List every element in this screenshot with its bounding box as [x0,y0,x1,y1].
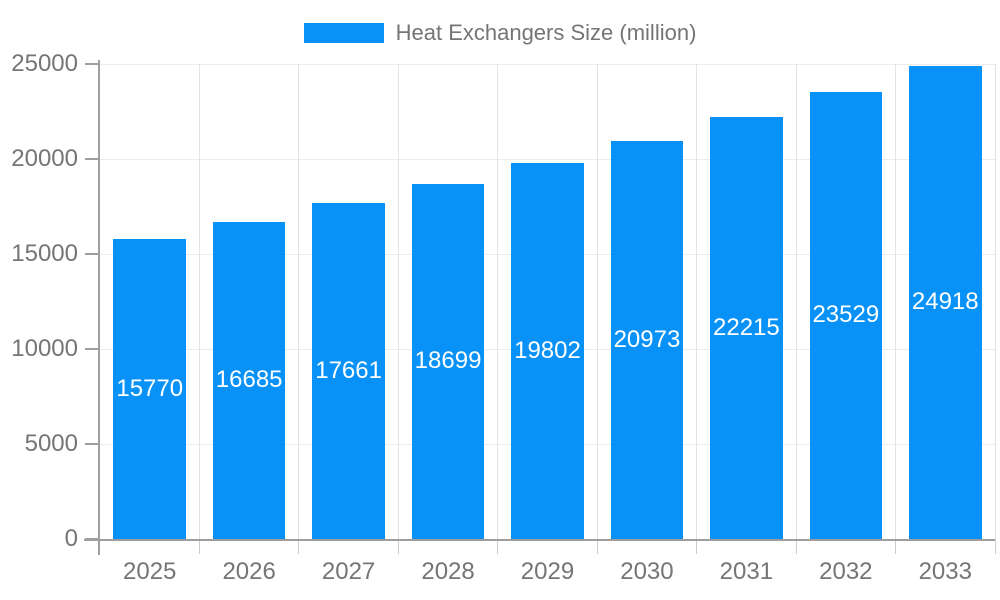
bar-2029: 19802 [511,162,584,539]
x-tick [198,539,200,554]
y-tick [85,348,100,350]
x-tick [696,539,698,554]
x-axis-label: 2028 [421,558,475,585]
legend-label: Heat Exchangers Size (million) [395,20,697,45]
bar-value-label: 19802 [514,336,581,364]
bar-2028: 18699 [411,183,485,539]
y-tick [85,443,100,445]
x-gridline [795,64,797,539]
bar-value-label: 22215 [713,313,780,341]
x-gridline [198,64,200,539]
x-axis-label: 2029 [520,558,575,585]
bar-2026: 16685 [212,221,286,539]
y-gridline [100,158,995,160]
x-gridline [994,64,996,539]
bar-2030: 20973 [610,140,684,539]
legend[interactable]: Heat Exchangers Size (million) [0,16,1000,50]
y-axis-line [98,60,100,555]
y-tick [85,158,100,160]
y-gridline [100,63,995,65]
x-tick [596,539,598,554]
x-tick [994,539,996,554]
y-axis-label: 0 [64,525,78,552]
legend-swatch [303,23,384,43]
x-gridline [596,64,598,539]
bar-2032: 23529 [809,91,883,539]
bar-value-label: 16685 [215,366,283,394]
x-axis-label: 2027 [321,558,376,585]
x-gridline [696,64,698,539]
bar-2025: 15770 [113,239,187,539]
x-gridline [497,64,499,539]
x-gridline [298,64,300,539]
bar-value-label: 17661 [315,357,382,385]
x-tick [497,539,499,554]
x-gridline [397,64,399,539]
x-axis-label: 2033 [918,558,972,585]
bar-value-label: 15770 [116,375,184,403]
y-axis-label: 15000 [11,240,78,267]
x-axis-label: 2030 [620,558,674,585]
y-axis-label: 25000 [11,50,78,77]
y-tick [85,63,100,65]
bar-2027: 17661 [312,203,385,539]
bar-2033: 24918 [908,65,982,539]
x-axis-label: 2025 [123,558,177,585]
x-tick [298,539,300,554]
x-axis-label: 2032 [819,558,873,585]
bar-value-label: 18699 [414,347,482,375]
bar-2031: 22215 [710,116,783,539]
bar-value-label: 20973 [613,325,681,353]
x-axis-line [84,539,995,541]
x-gridline [895,64,897,539]
y-axis-label: 20000 [11,145,78,172]
bar-value-label: 24918 [911,288,979,316]
x-axis-label: 2031 [719,558,774,585]
y-axis-label: 10000 [11,335,78,362]
bar-value-label: 23529 [812,301,880,329]
y-axis-label: 5000 [24,430,78,457]
y-tick [85,253,100,255]
x-axis-label: 2026 [222,558,276,585]
x-tick [895,539,897,554]
x-tick [397,539,399,554]
x-tick [795,539,797,554]
